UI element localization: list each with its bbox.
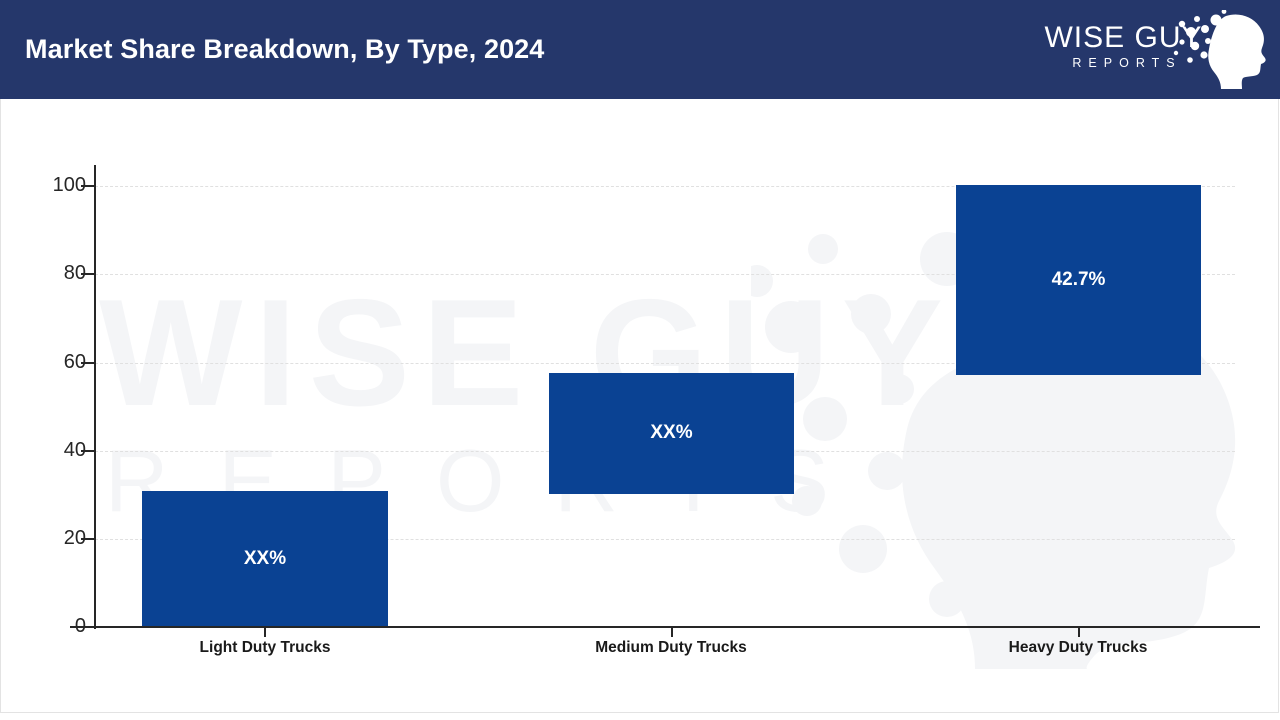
x-tick-mark-light-duty-trucks xyxy=(264,628,266,637)
page-header: Market Share Breakdown, By Type, 2024 WI… xyxy=(0,0,1280,99)
y-tick-mark-100 xyxy=(81,185,95,187)
x-tick-label-medium-duty-trucks: Medium Duty Trucks xyxy=(595,639,747,656)
bar-light-duty-trucks[interactable] xyxy=(142,491,388,627)
gridline-20 xyxy=(95,539,1235,540)
wise-guy-reports-logo: WISE GUY REPORTS xyxy=(1014,8,1272,92)
y-tick-label-100: 100 xyxy=(52,174,86,196)
head-silhouette-dots-icon xyxy=(1173,10,1266,89)
bar-label-medium-duty-trucks: XX% xyxy=(650,422,693,443)
y-tick-label-80: 80 xyxy=(63,262,86,284)
y-tick-mark-60 xyxy=(81,362,95,364)
bar-heavy-duty-trucks[interactable] xyxy=(956,185,1201,375)
chart-content-frame: WISE GUY REPORTS xyxy=(0,99,1279,713)
x-tick-label-light-duty-trucks: Light Duty Trucks xyxy=(199,639,331,656)
gridline-80 xyxy=(95,274,1235,275)
y-tick-mark-0 xyxy=(81,626,95,628)
y-tick-mark-80 xyxy=(81,273,95,275)
page-title: Market Share Breakdown, By Type, 2024 xyxy=(25,34,545,64)
y-tick-mark-40 xyxy=(81,450,95,452)
y-tick-label-60: 60 xyxy=(63,351,86,373)
y-tick-label-0: 0 xyxy=(74,615,86,637)
bar-medium-duty-trucks[interactable] xyxy=(549,373,794,494)
gridline-60 xyxy=(95,363,1235,364)
x-tick-label-heavy-duty-trucks: Heavy Duty Trucks xyxy=(1008,639,1148,656)
gridline-100 xyxy=(95,186,1235,187)
x-tick-mark-heavy-duty-trucks xyxy=(1078,628,1080,637)
y-axis-line xyxy=(94,165,96,629)
logo-subtext: REPORTS xyxy=(1072,56,1182,70)
watermark-wordmark: WISE GUY xyxy=(99,268,956,438)
market-share-bar-chart: WISE GUY REPORTS xyxy=(1,99,1278,712)
y-tick-label-20: 20 xyxy=(63,527,86,549)
logo-wordmark: WISE GUY xyxy=(1044,21,1203,54)
bar-label-light-duty-trucks: XX% xyxy=(243,548,287,569)
bar-label-heavy-duty-trucks: 42.7% xyxy=(1051,269,1106,290)
y-tick-label-40: 40 xyxy=(63,439,86,461)
x-tick-mark-medium-duty-trucks xyxy=(671,628,673,637)
y-tick-mark-20 xyxy=(81,538,95,540)
x-axis-line xyxy=(70,626,1260,628)
